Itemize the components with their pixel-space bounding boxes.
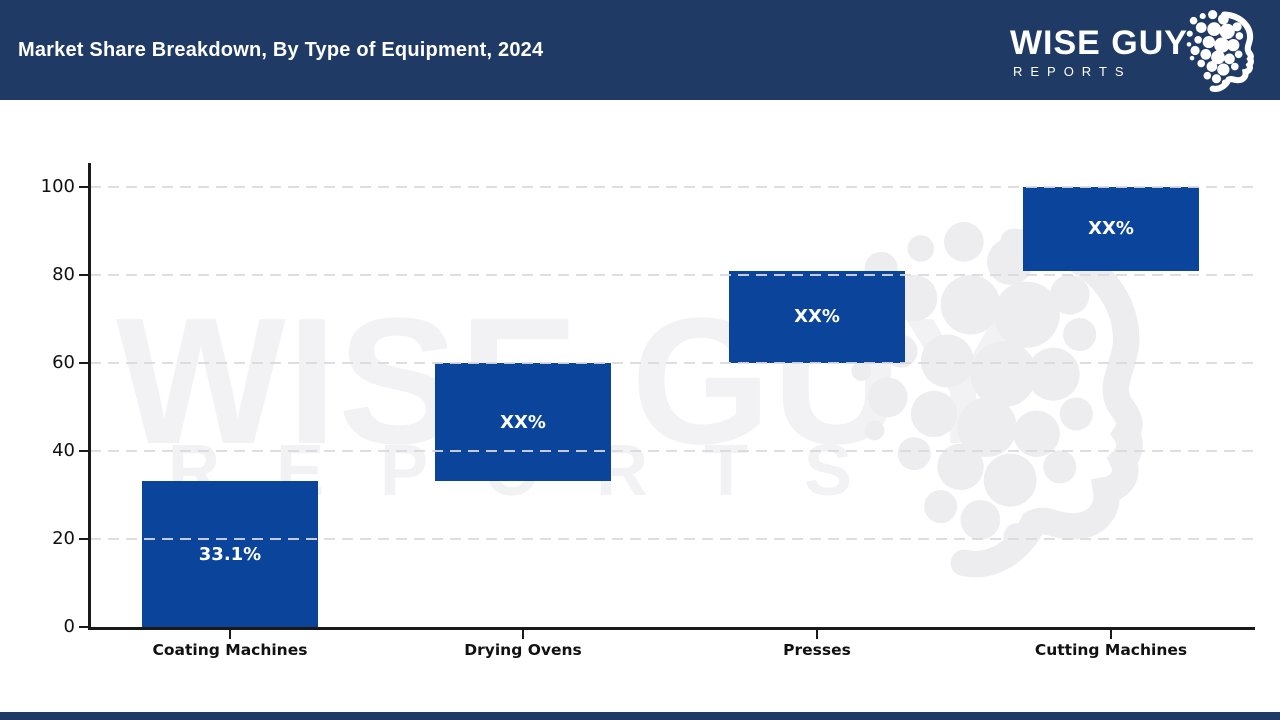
- y-tick-label-40: 40: [52, 440, 75, 461]
- waterfall-chart: WISE GUY REPORTS 33.1%XX%XX%XX%020406080…: [0, 100, 1280, 712]
- gridline-100: [90, 186, 1255, 188]
- bar-cutting-machines: XX%: [1023, 187, 1199, 271]
- bar-value-label: XX%: [500, 411, 546, 433]
- bar-value-label: XX%: [794, 306, 840, 328]
- gridline-80: [90, 274, 1255, 276]
- y-tick-60: [79, 362, 88, 364]
- logo-wordmark: WISE GUY: [1009, 24, 1188, 62]
- logo-head-icon: [1172, 10, 1264, 94]
- gridline-40: [90, 450, 1255, 452]
- y-tick-label-80: 80: [52, 264, 75, 285]
- header-bar: Market Share Breakdown, By Type of Equip…: [0, 0, 1280, 100]
- y-axis-line: [88, 163, 91, 629]
- y-tick-label-0: 0: [63, 616, 75, 637]
- x-tick-label-1: Drying Ovens: [464, 641, 582, 659]
- y-tick-label-60: 60: [52, 352, 75, 373]
- y-tick-80: [79, 274, 88, 276]
- x-tick-0: [229, 630, 231, 639]
- y-tick-40: [79, 450, 88, 452]
- x-tick-label-2: Presses: [783, 641, 851, 659]
- y-tick-label-100: 100: [40, 176, 75, 197]
- y-tick-20: [79, 538, 88, 540]
- bar-value-label: XX%: [1088, 218, 1134, 240]
- x-tick-1: [522, 630, 524, 639]
- gridline-20: [90, 538, 1255, 540]
- footer-bar: [0, 712, 1280, 720]
- x-tick-label-0: Coating Machines: [152, 641, 308, 659]
- gridline-60: [90, 362, 1255, 364]
- y-tick-100: [79, 186, 88, 188]
- logo-subtitle: REPORTS: [1012, 64, 1132, 79]
- bar-drying-ovens: XX%: [435, 363, 611, 482]
- x-tick-2: [816, 630, 818, 639]
- x-tick-label-3: Cutting Machines: [1034, 641, 1188, 659]
- bar-value-label: 33.1%: [198, 543, 262, 565]
- chart-title: Market Share Breakdown, By Type of Equip…: [18, 38, 544, 61]
- y-tick-0: [79, 626, 88, 628]
- brand-logo: WISE GUY REPORTS: [1010, 10, 1264, 94]
- bar-coating-machines: 33.1%: [142, 481, 318, 627]
- y-tick-label-20: 20: [52, 528, 75, 549]
- bar-presses: XX%: [729, 270, 905, 363]
- x-axis-line: [88, 627, 1255, 630]
- x-tick-3: [1110, 630, 1112, 639]
